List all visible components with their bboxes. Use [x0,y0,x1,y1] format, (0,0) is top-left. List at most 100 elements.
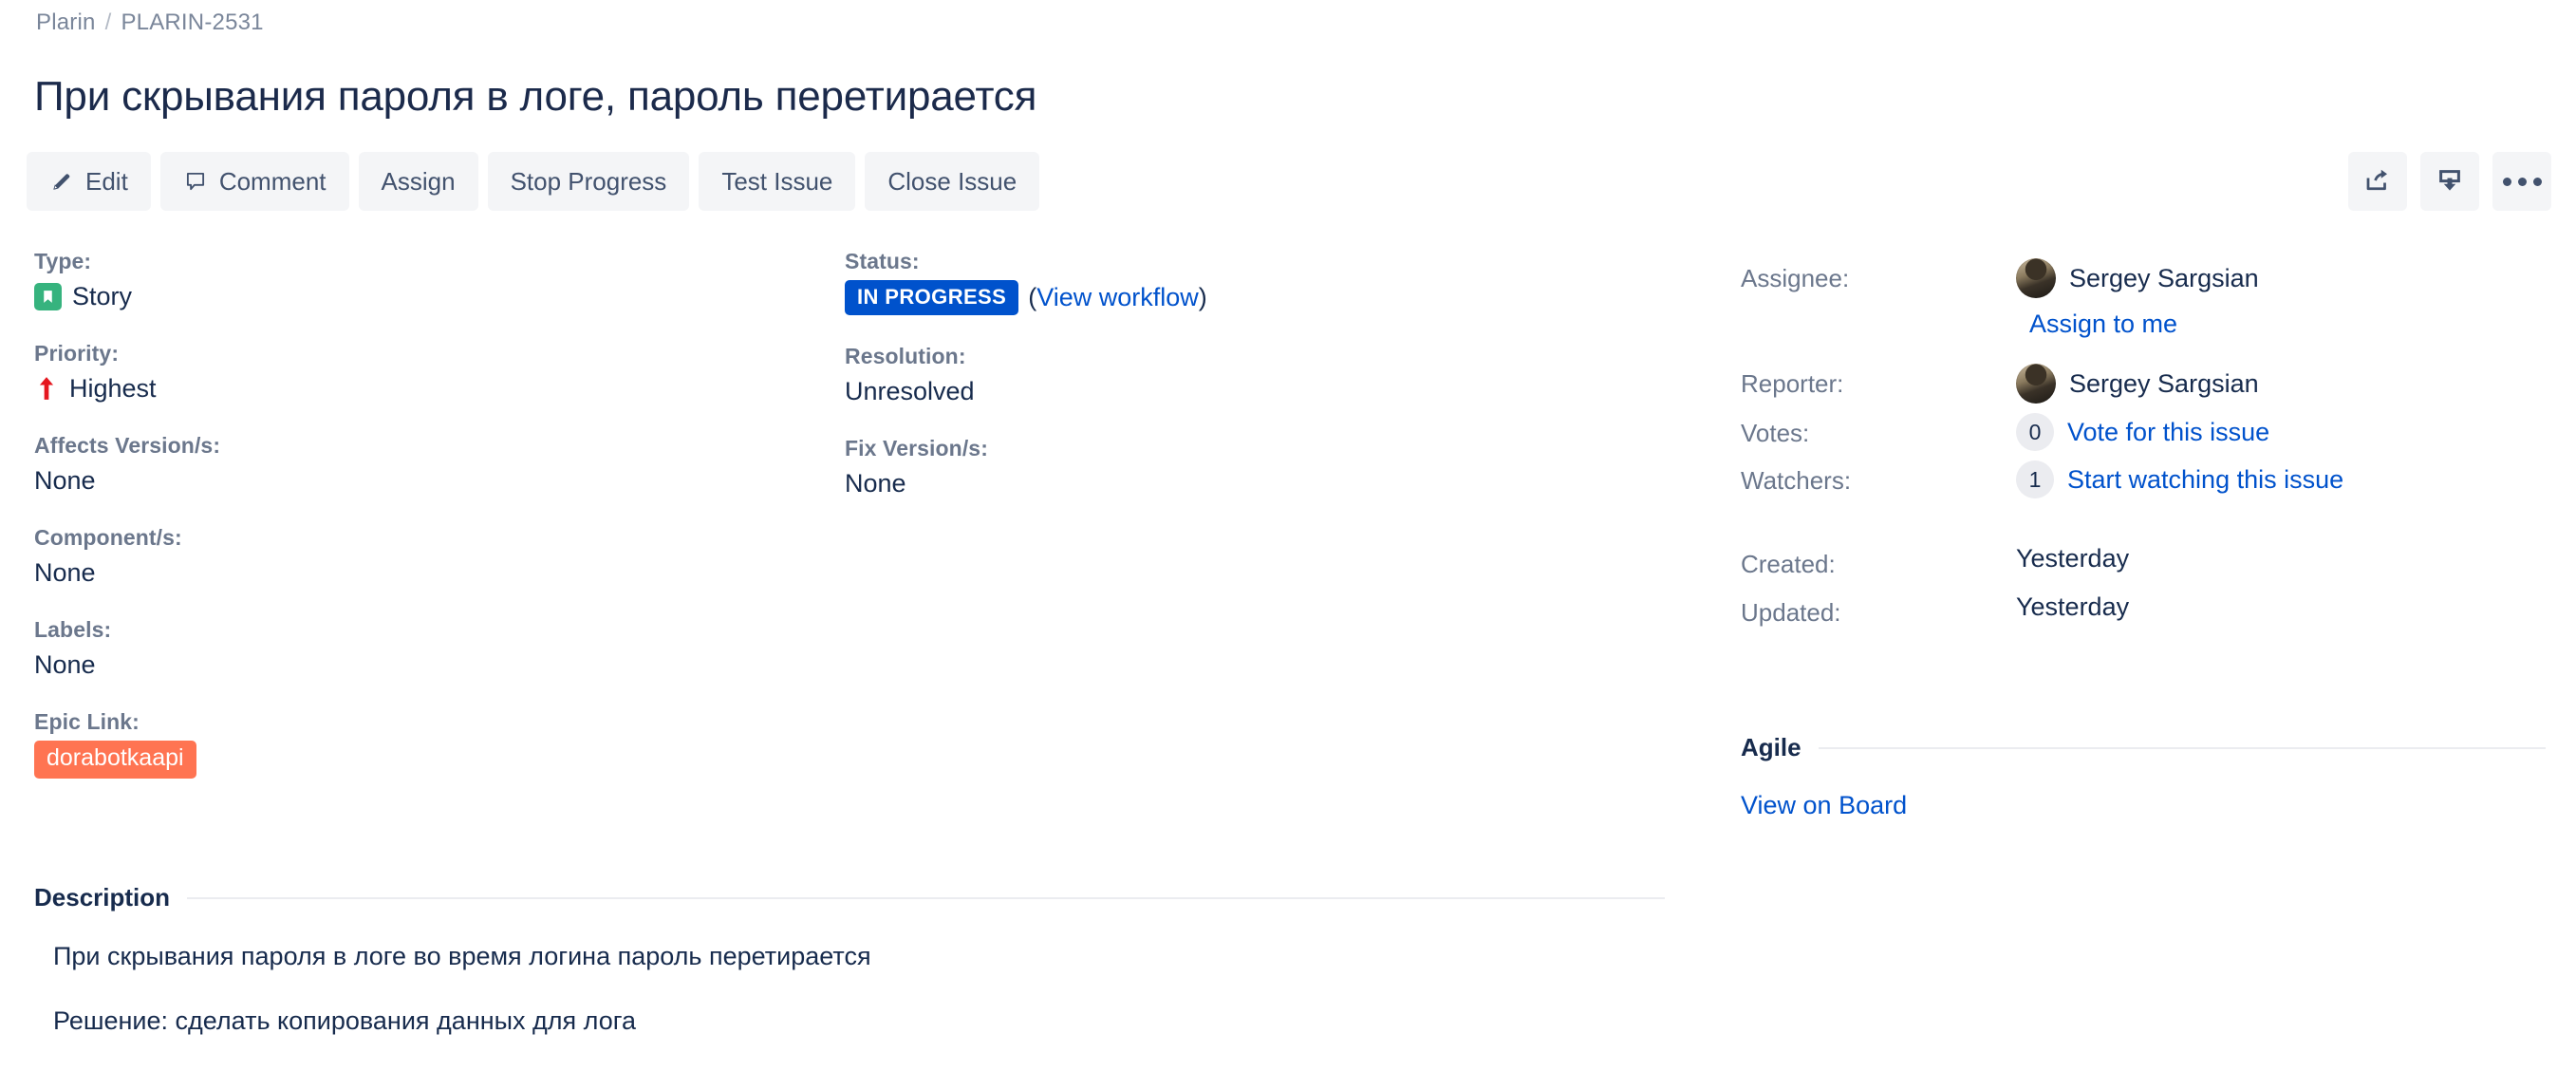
description-section: Description При скрывания пароля в логе … [34,883,1665,1039]
avatar [2016,258,2056,298]
more-actions-button[interactable] [2492,152,2551,211]
agile-heading: Agile [1741,733,1801,761]
share-icon [2363,166,2392,197]
priority-highest-arrow-icon [34,376,59,401]
more-ellipsis-icon [2502,177,2542,186]
votes-count-badge: 0 [2016,413,2054,451]
edit-button[interactable]: Edit [27,152,151,211]
field-affects-version: Affects Version/s: None [34,433,812,497]
field-affects-version-value: None [34,465,96,495]
votes-label: Votes: [1741,419,1810,447]
reporter-value: Sergey Sargsian [2016,364,2259,404]
agile-divider [1818,746,2546,749]
speech-bubble-icon [183,169,208,194]
watchers-label: Watchers: [1741,466,1852,495]
field-status: Status: IN PROGRESS (View workflow) [845,249,1509,315]
issue-toolbar-right [2348,152,2551,211]
field-resolution: Resolution: Unresolved [845,344,1509,407]
details-column-left: Type: Story Priority: Highest [34,249,812,807]
export-button[interactable] [2420,152,2479,211]
field-affects-version-label: Affects Version/s: [34,433,221,458]
status-badge: IN PROGRESS [845,280,1019,315]
stop-progress-button[interactable]: Stop Progress [487,152,690,211]
field-priority-text: Highest [69,373,157,403]
field-type-label: Type: [34,249,92,273]
assignee-label: Assignee: [1741,264,1850,292]
start-watching-link[interactable]: Start watching this issue [2067,464,2344,494]
test-issue-button-label: Test Issue [721,166,833,196]
watchers-count-badge: 1 [2016,460,2054,498]
field-labels-value: None [34,649,96,679]
reporter-name: Sergey Sargsian [2069,368,2259,398]
issue-title: При скрывания пароля в логе, пароль пере… [34,73,1037,121]
pencil-icon [49,169,74,194]
field-components: Component/s: None [34,525,812,589]
agile-section-header: Agile [1741,733,2546,762]
reporter-label: Reporter: [1741,369,1844,398]
view-workflow-paren-close: ) [1198,283,1207,311]
share-button[interactable] [2348,152,2407,211]
close-issue-button-label: Close Issue [887,166,1017,196]
issue-action-toolbar: Edit Comment Assign Stop Progress Test I… [27,152,1040,211]
field-components-label: Component/s: [34,525,182,550]
field-fix-version-value: None [845,468,906,498]
epic-link-badge[interactable]: dorabotkaapi [34,741,196,779]
field-type-text: Story [72,281,133,310]
created-value: Yesterday [2016,544,2130,573]
created-row: Created: Yesterday [1741,544,2538,579]
assignee-value: Sergey Sargsian [2016,258,2259,298]
assignee-name: Sergey Sargsian [2069,263,2259,292]
assign-button[interactable]: Assign [358,152,478,211]
votes-row: Votes: 0 Vote for this issue [1741,413,2538,451]
breadcrumb-project-link[interactable]: Plarin [36,9,96,35]
assignee-row: Assignee: Sergey Sargsian [1741,258,2538,298]
field-type: Type: Story [34,249,812,312]
view-workflow-wrapper: (View workflow) [1028,283,1207,312]
test-issue-button[interactable]: Test Issue [699,152,856,211]
field-status-label: Status: [845,249,920,273]
field-status-value: IN PROGRESS (View workflow) [845,280,1509,315]
watchers-row: Watchers: 1 Start watching this issue [1741,460,2538,498]
field-type-value: Story [34,280,812,312]
updated-label: Updated: [1741,598,1841,627]
export-download-icon [2436,166,2464,197]
field-epic-link-label: Epic Link: [34,709,140,734]
description-divider [187,896,1665,899]
people-panel: Assignee: Sergey Sargsian Assign to me R… [1741,258,2538,641]
updated-row: Updated: Yesterday [1741,592,2538,628]
watchers-value: 1 Start watching this issue [2016,460,2343,498]
votes-value: 0 Vote for this issue [2016,413,2269,451]
assign-to-me-link[interactable]: Assign to me [2029,310,2178,338]
reporter-row: Reporter: Sergey Sargsian [1741,364,2538,404]
agile-section: Agile View on Board [1741,733,2546,820]
dates-group: Created: Yesterday Updated: Yesterday [1741,544,2538,628]
field-fix-version-label: Fix Version/s: [845,436,988,460]
vote-for-issue-link[interactable]: Vote for this issue [2067,417,2270,446]
field-labels: Labels: None [34,617,812,681]
view-workflow-link[interactable]: View workflow [1036,283,1199,311]
description-paragraph: При скрывания пароля в логе во время лог… [53,942,871,970]
breadcrumb: Plarin / PLARIN-2531 [36,9,264,36]
story-type-icon [34,282,62,310]
field-epic-link-value: dorabotkaapi [34,741,812,779]
close-issue-button[interactable]: Close Issue [865,152,1040,211]
stop-progress-button-label: Stop Progress [510,166,667,196]
description-section-header: Description [34,883,1665,912]
details-column-middle: Status: IN PROGRESS (View workflow) Reso… [845,249,1509,528]
created-label: Created: [1741,550,1836,578]
comment-button[interactable]: Comment [159,152,349,211]
field-priority-label: Priority: [34,341,120,366]
view-on-board-link[interactable]: View on Board [1741,791,1908,819]
field-priority: Priority: Highest [34,341,812,404]
breadcrumb-issue-key-link[interactable]: PLARIN-2531 [121,9,264,35]
edit-button-label: Edit [85,166,128,196]
field-priority-value: Highest [34,372,812,404]
description-paragraph: Решение: сделать копирования данных для … [53,1006,637,1036]
updated-value: Yesterday [2016,592,2130,621]
field-labels-label: Labels: [34,617,112,642]
description-heading: Description [34,883,171,911]
field-resolution-label: Resolution: [845,344,966,368]
assign-button-label: Assign [381,166,456,196]
view-workflow-paren-open: ( [1028,283,1037,311]
